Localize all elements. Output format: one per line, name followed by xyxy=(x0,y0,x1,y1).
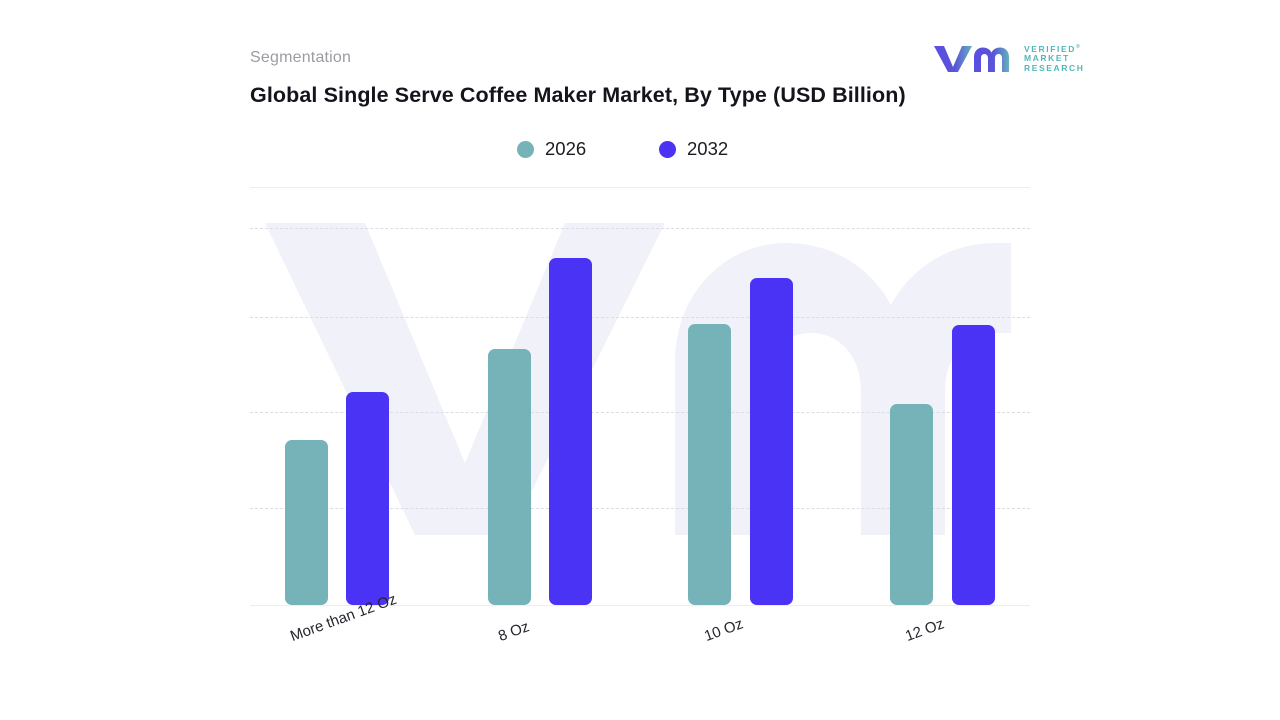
registered-mark: ® xyxy=(1076,44,1080,50)
chart-legend: 2026 2032 xyxy=(250,136,1030,162)
x-tick-label-1: 8 Oz xyxy=(496,618,532,645)
bar-2032-10-oz[interactable] xyxy=(750,278,793,605)
vmr-logo-text-line1: VERIFIED® xyxy=(1024,43,1080,54)
bar-2026-12-oz[interactable] xyxy=(890,404,933,605)
header-divider xyxy=(250,187,1030,188)
gridline-2 xyxy=(250,412,1030,413)
x-axis-line xyxy=(250,605,1030,606)
page-title: Global Single Serve Coffee Maker Market,… xyxy=(250,83,906,107)
bar-2026-8-oz[interactable] xyxy=(488,349,531,605)
x-axis-labels: More than 12 Oz 8 Oz 10 Oz 12 Oz xyxy=(250,591,1030,697)
legend-label-2032: 2032 xyxy=(687,138,729,159)
bar-2026-more-than-12-oz[interactable] xyxy=(285,440,328,605)
gridline-4 xyxy=(250,228,1030,229)
gridline-1 xyxy=(250,508,1030,509)
legend-item-2032[interactable]: 2032 xyxy=(659,136,728,162)
vmr-logo-text-line3: RESEARCH xyxy=(1024,63,1085,74)
legend-label-2026: 2026 xyxy=(545,138,587,159)
vmr-logo-mark-icon xyxy=(932,43,1014,73)
legend-swatch-2032 xyxy=(659,140,676,158)
bar-2032-8-oz[interactable] xyxy=(549,258,592,605)
segmentation-eyebrow: Segmentation xyxy=(250,49,352,66)
bar-2032-more-than-12-oz[interactable] xyxy=(346,392,389,605)
legend-swatch-2026 xyxy=(517,140,534,158)
bar-2032-12-oz[interactable] xyxy=(952,325,995,605)
x-tick-label-3: 12 Oz xyxy=(903,615,947,645)
vmr-logo-text-line2: MARKET xyxy=(1024,53,1070,64)
vmr-logo: VERIFIED® MARKET RESEARCH xyxy=(932,41,1083,75)
x-tick-label-2: 10 Oz xyxy=(702,615,746,645)
bar-2026-10-oz[interactable] xyxy=(688,324,731,605)
vmr-logo-text: VERIFIED® MARKET RESEARCH xyxy=(1024,43,1104,74)
legend-item-2026[interactable]: 2026 xyxy=(517,136,586,162)
plot-area xyxy=(250,205,1030,607)
gridline-3 xyxy=(250,317,1030,318)
